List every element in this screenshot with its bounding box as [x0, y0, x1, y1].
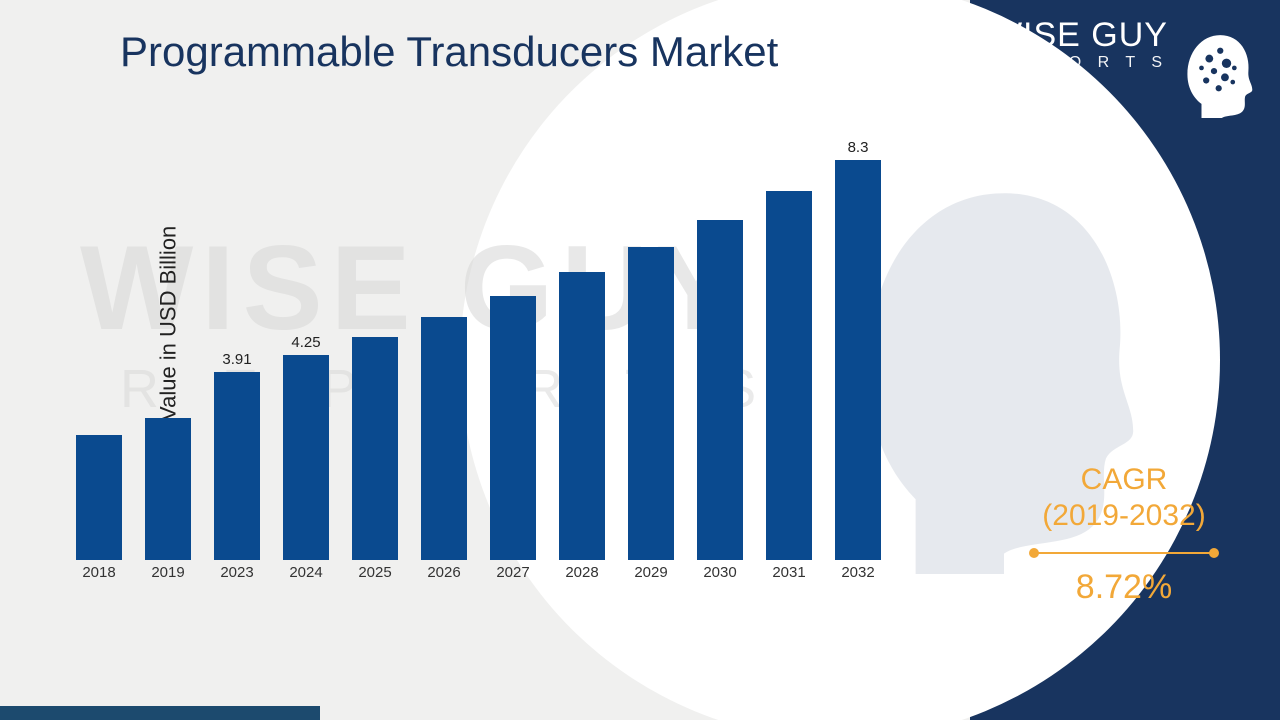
x-tick-label: 2028	[552, 564, 612, 581]
bar	[421, 317, 467, 560]
bar-value-label: 3.91	[207, 351, 267, 368]
bar	[214, 372, 260, 560]
bars-container: 201820193.9120234.2520242025202620272028…	[72, 160, 902, 560]
cagr-divider-icon	[1034, 552, 1214, 554]
x-tick-label: 2031	[759, 564, 819, 581]
cagr-label-line1: CAGR	[1004, 462, 1244, 498]
cagr-label-line2: (2019-2032)	[1004, 498, 1244, 534]
x-tick-label: 2030	[690, 564, 750, 581]
bar-value-label: 8.3	[828, 139, 888, 156]
logo-block: WISE GUY R E P O R T S	[987, 18, 1254, 72]
x-tick-label: 2019	[138, 564, 198, 581]
chart-canvas: WISE GUY R E P O R T S Programmable Tran…	[0, 0, 1280, 720]
chart-plot-area: 2018 2019 3.91 2023 4.25 2024 2025 2026 2027 2028…	[72, 160, 902, 590]
x-tick-label: 2026	[414, 564, 474, 581]
bar	[76, 435, 122, 560]
bar	[283, 355, 329, 560]
bar	[559, 272, 605, 560]
bar	[628, 247, 674, 560]
x-tick-label: 2023	[207, 564, 267, 581]
bar	[766, 191, 812, 560]
x-tick-label: 2018	[69, 564, 129, 581]
bar	[835, 160, 881, 560]
logo-text-reports: R E P O R T S	[987, 54, 1168, 72]
bar	[697, 220, 743, 560]
x-tick-label: 2024	[276, 564, 336, 581]
bar	[352, 337, 398, 560]
head-silhouette-icon	[1174, 32, 1254, 118]
x-tick-label: 2025	[345, 564, 405, 581]
x-tick-label: 2029	[621, 564, 681, 581]
x-tick-label: 2027	[483, 564, 543, 581]
bar-value-label: 4.25	[276, 334, 336, 351]
bar	[490, 296, 536, 560]
cagr-value: 8.72%	[1004, 568, 1244, 607]
bar	[145, 418, 191, 560]
logo-text-wise: WISE GUY	[987, 18, 1168, 52]
chart-title: Programmable Transducers Market	[120, 28, 778, 76]
x-tick-label: 2032	[828, 564, 888, 581]
bottom-strip	[0, 706, 320, 720]
cagr-block: CAGR (2019-2032) 8.72%	[1004, 462, 1244, 607]
